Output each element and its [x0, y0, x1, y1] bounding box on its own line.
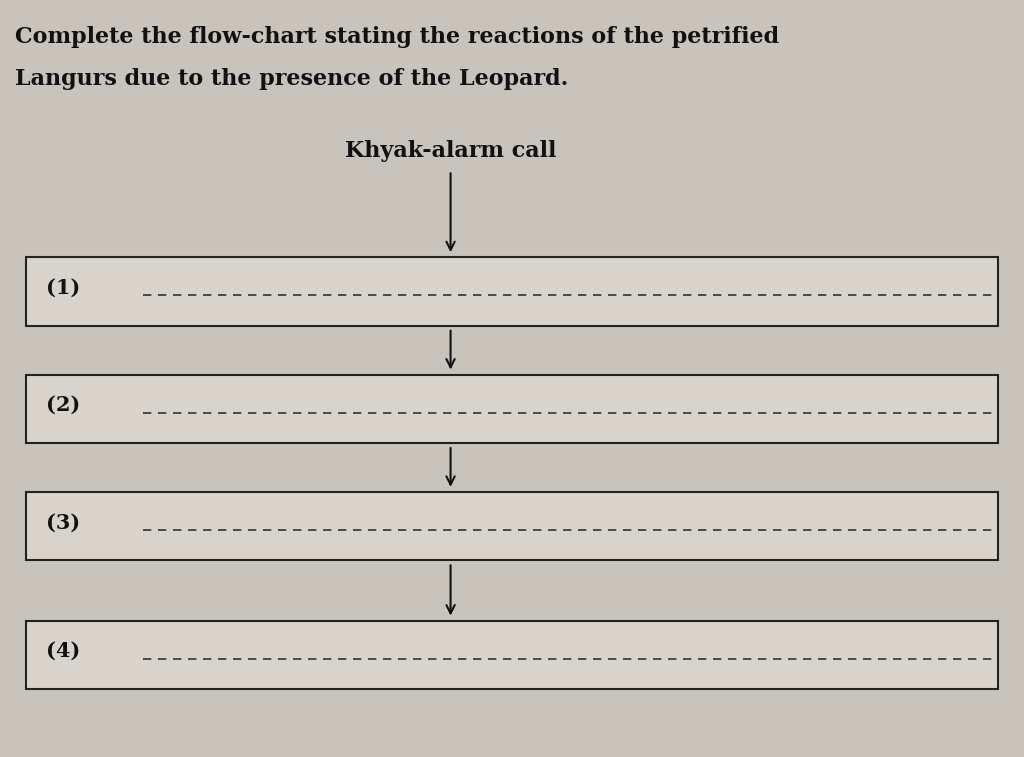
Text: (4): (4)	[46, 641, 80, 661]
Bar	[26, 375, 998, 443]
Text: (3): (3)	[46, 512, 80, 532]
Text: Khyak-alarm call: Khyak-alarm call	[345, 140, 556, 163]
Text: Complete the flow-chart stating the reactions of the petrified: Complete the flow-chart stating the reac…	[15, 26, 779, 48]
Text: Langurs due to the presence of the Leopard.: Langurs due to the presence of the Leopa…	[15, 68, 568, 90]
Bar	[26, 257, 998, 326]
Bar	[26, 492, 998, 560]
Bar	[26, 621, 998, 689]
Text: (1): (1)	[46, 278, 80, 298]
Text: (2): (2)	[46, 395, 80, 415]
